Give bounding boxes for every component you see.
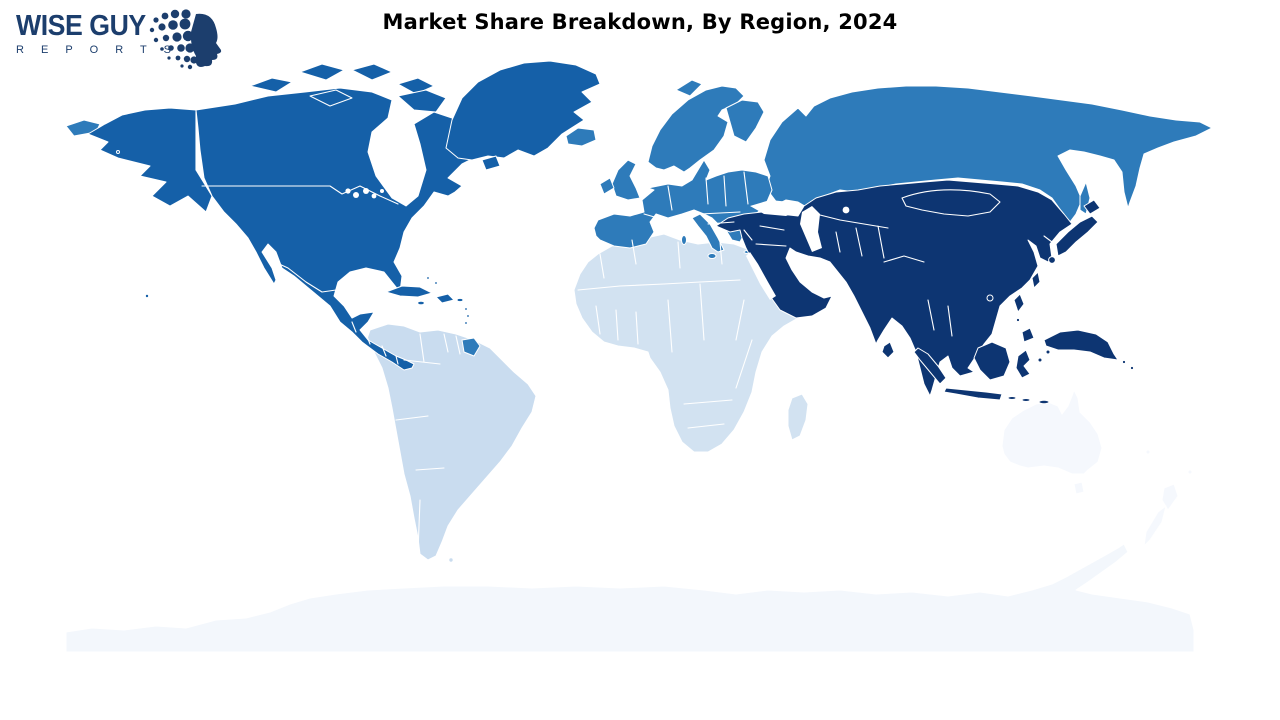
red-sea xyxy=(746,252,776,300)
cuba xyxy=(385,285,433,298)
newfoundland xyxy=(481,155,501,171)
japan-hokkaido xyxy=(1083,199,1101,215)
border-south-america xyxy=(395,333,461,553)
border-africa-central xyxy=(667,283,753,389)
hispaniola xyxy=(435,293,455,304)
italy xyxy=(691,213,725,253)
caspian-sea xyxy=(800,206,822,252)
inland-seas xyxy=(345,188,850,300)
philippines-island xyxy=(1015,317,1021,323)
maluku-island xyxy=(1037,357,1043,363)
pacific-island xyxy=(1145,449,1151,455)
antilles-island xyxy=(464,307,468,311)
great-lake xyxy=(371,193,377,199)
aral-sea xyxy=(842,206,850,214)
bahamas xyxy=(434,281,438,285)
philippines-luzon xyxy=(1013,293,1025,313)
australia xyxy=(1001,389,1103,475)
scandinavia xyxy=(647,85,745,173)
solomon-island xyxy=(1121,359,1127,365)
solomon-island xyxy=(1129,365,1135,371)
maluku-island xyxy=(1045,349,1051,355)
dotted-head-icon xyxy=(149,9,222,70)
region-antarctica xyxy=(65,543,1195,653)
arctic-island xyxy=(249,77,293,93)
border-africa-north xyxy=(577,239,741,291)
jamaica xyxy=(417,300,425,306)
persian-gulf xyxy=(790,252,814,272)
country-borders xyxy=(195,111,1053,553)
great-lake xyxy=(380,189,384,193)
timor xyxy=(1038,399,1050,405)
java xyxy=(943,387,1003,401)
border-korea xyxy=(1043,235,1053,243)
sicily xyxy=(707,253,717,259)
logo-brand-subtitle: R E P O R T S xyxy=(16,44,178,56)
antilles-island xyxy=(464,321,468,325)
lesser-sunda xyxy=(1007,396,1017,400)
baffin-island xyxy=(397,89,447,113)
svalbard xyxy=(675,79,703,97)
border-africa-south xyxy=(683,399,733,429)
new-guinea xyxy=(1043,329,1119,361)
greenland xyxy=(445,60,601,161)
sri-lanka xyxy=(881,341,895,359)
region-oceania xyxy=(1001,389,1193,547)
new-zealand-south xyxy=(1143,505,1167,547)
canada-usa-mexico xyxy=(195,87,487,371)
taiwan xyxy=(1031,271,1041,289)
philippines-mindanao xyxy=(1021,327,1035,343)
border-europe xyxy=(643,171,749,225)
madagascar xyxy=(787,393,809,441)
region-french-guiana xyxy=(461,337,481,357)
lesser-sunda xyxy=(1021,398,1031,402)
logo-brand-name: WISE GUY xyxy=(16,10,146,42)
alaska xyxy=(87,107,213,213)
border-middle-east xyxy=(743,225,787,247)
arctic-island xyxy=(299,63,345,81)
puerto-rico xyxy=(456,297,464,303)
borneo xyxy=(973,341,1011,381)
bahamas xyxy=(426,276,430,280)
japan-kyushu xyxy=(1048,256,1056,264)
new-zealand-north xyxy=(1161,483,1179,511)
arctic-island xyxy=(351,63,393,81)
region-north-america xyxy=(87,60,601,371)
border-central-asia xyxy=(815,213,889,259)
ireland xyxy=(599,177,615,195)
hainan xyxy=(986,294,994,302)
victoria-island xyxy=(309,89,353,107)
border-us-canada xyxy=(201,185,399,205)
tasmania xyxy=(1073,481,1085,495)
finland xyxy=(725,99,765,143)
japan-honshu xyxy=(1055,215,1099,257)
region-africa xyxy=(573,233,813,453)
hawaii xyxy=(144,293,150,299)
pacific-island xyxy=(1187,469,1193,475)
border-south-asia xyxy=(883,255,953,337)
great-lake xyxy=(353,192,359,198)
sardinia xyxy=(681,235,687,245)
black-sea xyxy=(750,200,800,216)
iceland xyxy=(565,127,597,147)
border-africa-west xyxy=(595,305,639,345)
wise-guy-reports-logo: WISE GUY R E P O R T S xyxy=(16,8,226,70)
border-central-america xyxy=(351,321,399,365)
logo-text: WISE GUY R E P O R T S xyxy=(16,10,178,57)
chart-title: Market Share Breakdown, By Region, 2024 xyxy=(382,10,898,34)
border-mongolia xyxy=(901,189,1001,217)
aleutian-island xyxy=(116,150,120,154)
border-us-mexico xyxy=(265,257,337,293)
great-britain xyxy=(611,159,641,201)
falkland-islands xyxy=(448,557,454,563)
sulawesi xyxy=(1015,349,1031,379)
sumatra xyxy=(913,347,947,385)
antilles-island xyxy=(466,314,470,318)
